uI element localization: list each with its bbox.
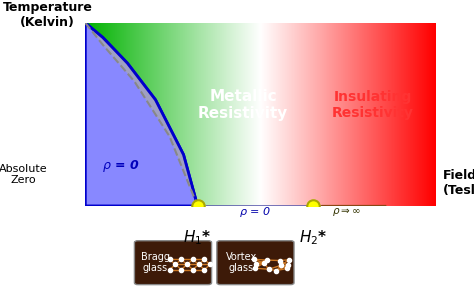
- Text: Temperature
(Kelvin): Temperature (Kelvin): [23, 0, 113, 1]
- Polygon shape: [85, 23, 198, 206]
- Text: Insulating
Resistivity: Insulating Resistivity: [332, 90, 414, 120]
- Polygon shape: [85, 23, 198, 206]
- Text: Temperature
(Kelvin): Temperature (Kelvin): [2, 1, 92, 29]
- Polygon shape: [309, 206, 386, 219]
- Text: Bragg
glass: Bragg glass: [141, 252, 170, 273]
- Text: $H_1$*: $H_1$*: [183, 228, 212, 247]
- Text: $H_2$*: $H_2$*: [299, 228, 328, 247]
- Text: Metallic
Resistivity: Metallic Resistivity: [198, 89, 288, 122]
- Polygon shape: [189, 206, 322, 219]
- Text: Absolute
Zero: Absolute Zero: [0, 164, 48, 185]
- Text: $\rho$$\Rightarrow$$\infty$: $\rho$$\Rightarrow$$\infty$: [332, 206, 361, 218]
- FancyBboxPatch shape: [217, 241, 294, 285]
- Text: $\rho$ = 0: $\rho$ = 0: [102, 158, 139, 174]
- Text: Field
(Tesla): Field (Tesla): [443, 169, 474, 197]
- Text: Vortex
glass: Vortex glass: [226, 252, 257, 273]
- Text: $\rho$ = 0: $\rho$ = 0: [239, 205, 272, 219]
- FancyBboxPatch shape: [135, 241, 211, 285]
